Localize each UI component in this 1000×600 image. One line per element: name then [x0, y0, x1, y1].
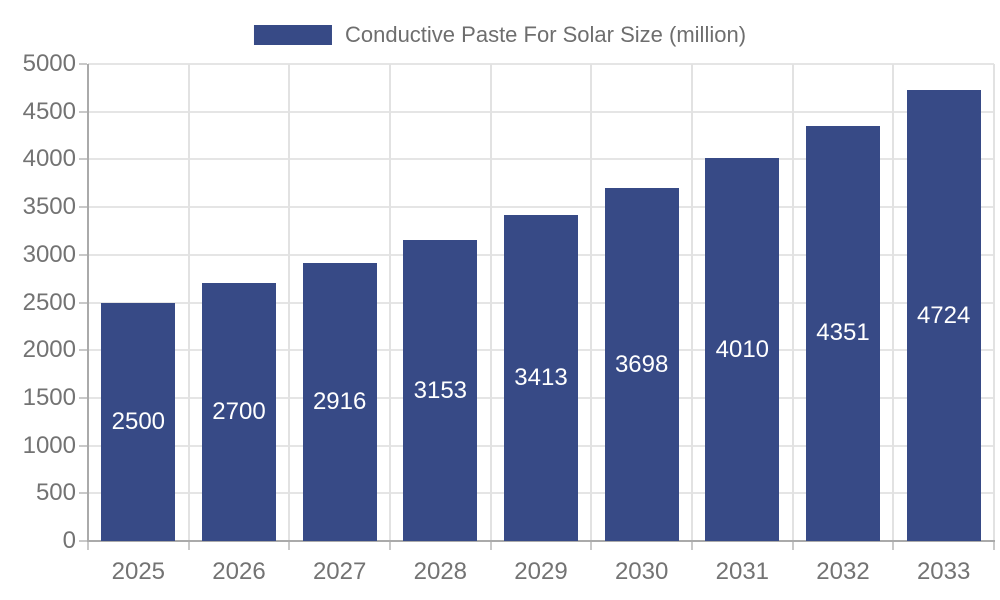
y-axis-tick	[79, 158, 87, 161]
x-axis-tick	[993, 542, 995, 550]
y-axis-tick	[79, 540, 87, 542]
y-axis-tick	[79, 253, 87, 256]
x-axis-label: 2027	[312, 558, 367, 585]
y-gridline	[88, 206, 994, 209]
bar-value-label: 4010	[715, 335, 770, 363]
x-axis-tick	[691, 542, 693, 550]
legend-label: Conductive Paste For Solar Size (million…	[344, 22, 747, 47]
y-axis-label: 3500	[22, 193, 76, 221]
x-gridline	[389, 64, 391, 541]
x-axis-tick	[187, 542, 190, 550]
x-gridline	[892, 64, 895, 541]
x-gridline	[590, 64, 593, 541]
y-gridline	[88, 158, 994, 161]
bar-value-label: 2500	[111, 407, 166, 435]
bar-2031[interactable]	[705, 158, 780, 541]
bar-value-label: 4724	[916, 301, 971, 329]
y-axis-tick	[79, 110, 87, 113]
legend-item[interactable]: Conductive Paste For Solar Size (million…	[253, 22, 747, 48]
y-axis-label: 1000	[22, 431, 76, 459]
bar-2026[interactable]	[202, 283, 276, 541]
legend-swatch	[253, 25, 332, 45]
x-axis-tick	[590, 542, 593, 550]
bar-value-label: 3413	[514, 364, 568, 392]
y-gridline	[88, 63, 994, 65]
x-gridline	[791, 64, 794, 541]
bar-2029[interactable]	[504, 215, 578, 541]
bar-value-label: 2916	[312, 387, 367, 415]
x-gridline	[993, 64, 995, 541]
bar-2027[interactable]	[302, 262, 377, 541]
x-axis-label: 2028	[413, 558, 468, 585]
y-axis-label: 1500	[22, 383, 76, 411]
x-axis-label: 2030	[614, 558, 669, 585]
x-gridline	[691, 64, 693, 541]
x-axis-label: 2033	[916, 558, 971, 585]
y-axis-label: 2000	[22, 336, 76, 364]
x-axis-label: 2025	[111, 558, 166, 585]
bar-2025[interactable]	[101, 302, 176, 541]
x-axis-label: 2031	[715, 558, 770, 585]
x-axis-tick	[288, 542, 291, 550]
y-axis-label: 4500	[22, 97, 76, 125]
y-axis-label: 5000	[22, 50, 76, 77]
x-axis-tick	[489, 542, 492, 550]
y-axis-tick	[79, 63, 87, 65]
y-gridline	[88, 110, 994, 113]
bar-2028[interactable]	[403, 240, 478, 541]
bar-value-label: 3698	[614, 350, 669, 378]
x-axis-tick	[389, 542, 391, 550]
x-gridline	[288, 64, 291, 541]
bar-2033[interactable]	[906, 90, 981, 541]
bar-value-label: 4351	[816, 319, 870, 347]
y-axis-line	[87, 64, 89, 541]
y-axis-tick	[79, 349, 87, 352]
bar-2030[interactable]	[604, 188, 679, 541]
y-axis-label: 500	[35, 479, 76, 507]
x-axis-tick	[892, 542, 895, 550]
bar-value-label: 3153	[413, 376, 468, 404]
x-gridline	[187, 64, 190, 541]
x-gridline	[489, 64, 492, 541]
y-axis-tick	[79, 492, 87, 495]
x-axis-line	[87, 540, 995, 542]
y-axis-tick	[79, 444, 87, 447]
y-axis-label: 3000	[22, 240, 76, 268]
bar-2032[interactable]	[806, 125, 880, 541]
y-axis-tick	[79, 206, 87, 209]
x-axis-label: 2032	[816, 558, 870, 585]
y-axis-label: 4000	[22, 145, 76, 173]
y-axis-tick	[79, 396, 87, 399]
y-axis-tick	[79, 301, 87, 304]
x-axis-label: 2029	[514, 558, 568, 585]
y-axis-label: 2500	[22, 288, 76, 316]
x-axis-tick	[791, 542, 794, 550]
x-axis-tick	[87, 542, 89, 550]
x-axis-label: 2026	[212, 558, 266, 585]
y-axis-label: 0	[62, 527, 76, 554]
bar-value-label: 2700	[212, 398, 266, 426]
